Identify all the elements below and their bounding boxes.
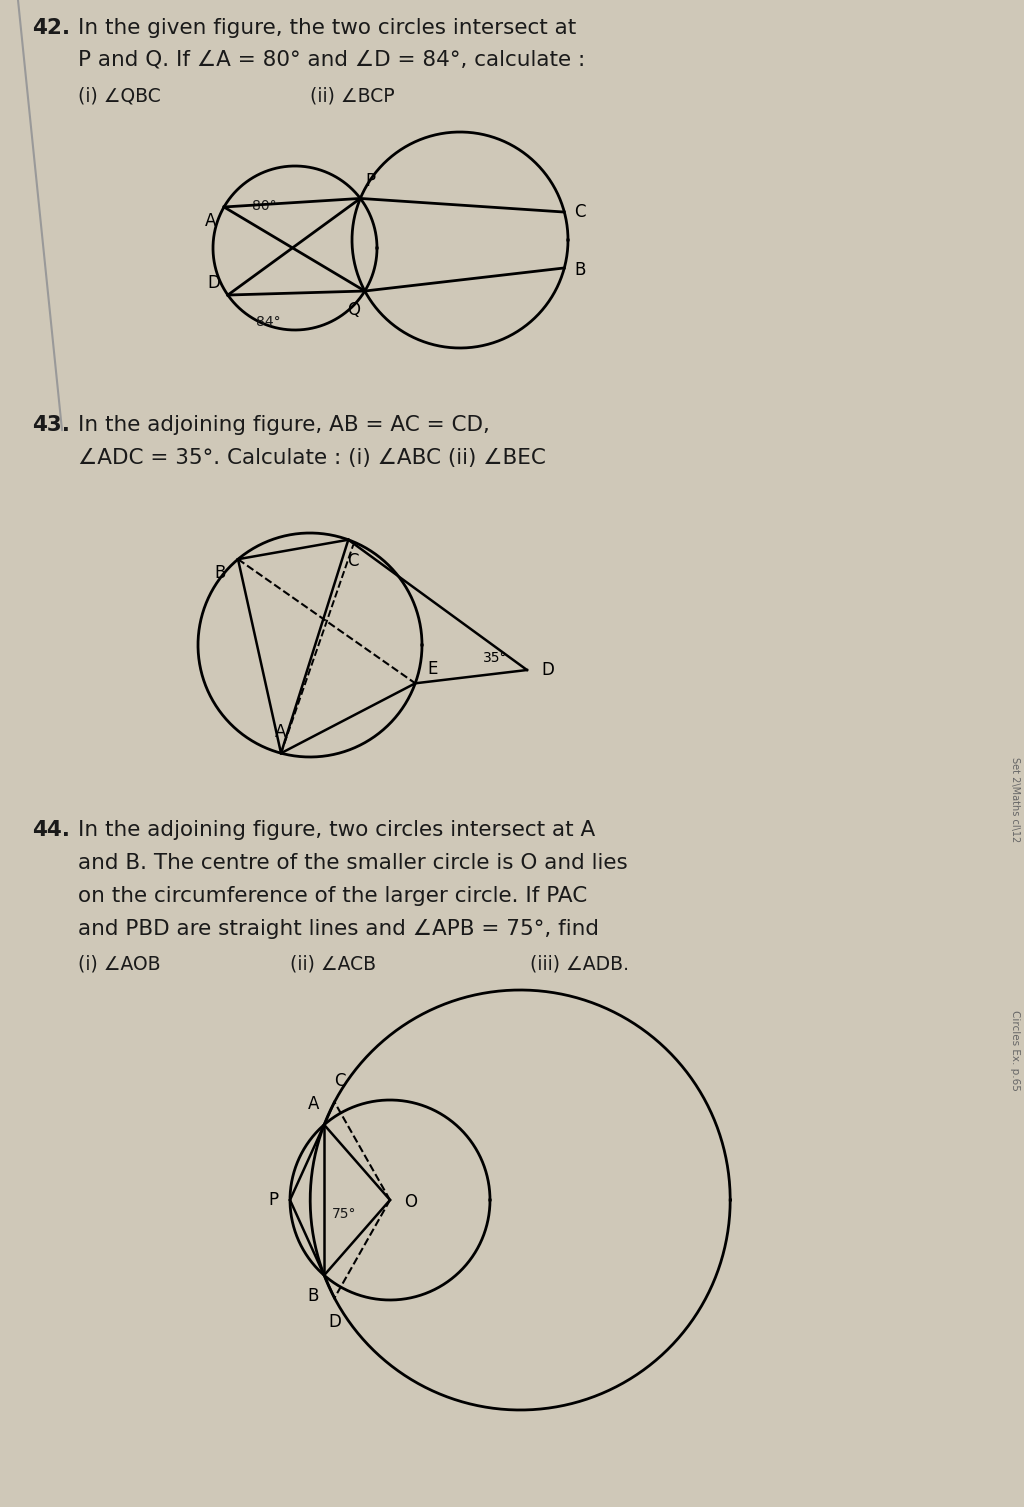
- Text: B: B: [574, 261, 586, 279]
- Text: and B. The centre of the smaller circle is O and lies: and B. The centre of the smaller circle …: [78, 853, 628, 873]
- Text: In the adjoining figure, AB = AC = CD,: In the adjoining figure, AB = AC = CD,: [78, 414, 489, 436]
- Text: P and Q. If ∠A = 80° and ∠D = 84°, calculate :: P and Q. If ∠A = 80° and ∠D = 84°, calcu…: [78, 50, 586, 69]
- Text: A: A: [205, 212, 216, 231]
- Text: 75°: 75°: [332, 1207, 356, 1221]
- Text: 42.: 42.: [32, 18, 70, 38]
- Text: Circles Ex. p.65: Circles Ex. p.65: [1010, 1010, 1020, 1091]
- Text: P: P: [268, 1191, 278, 1209]
- Text: on the circumference of the larger circle. If PAC: on the circumference of the larger circl…: [78, 886, 587, 906]
- Text: (iii) ∠ADB.: (iii) ∠ADB.: [530, 955, 629, 974]
- Text: D: D: [207, 274, 220, 292]
- Text: A: A: [308, 1094, 319, 1112]
- Text: 80°: 80°: [252, 199, 276, 212]
- Text: 84°: 84°: [256, 315, 281, 329]
- Text: D: D: [328, 1313, 341, 1331]
- Text: P: P: [366, 172, 376, 190]
- Text: A: A: [275, 723, 287, 741]
- Text: ∠ADC = 35°. Calculate : (i) ∠ABC (ii) ∠BEC: ∠ADC = 35°. Calculate : (i) ∠ABC (ii) ∠B…: [78, 448, 546, 469]
- Text: (ii) ∠ACB: (ii) ∠ACB: [290, 955, 376, 974]
- Text: E: E: [427, 660, 437, 678]
- Text: 44.: 44.: [32, 820, 70, 839]
- Text: D: D: [541, 662, 554, 680]
- Text: (i) ∠QBC: (i) ∠QBC: [78, 86, 161, 105]
- Text: B: B: [308, 1287, 319, 1305]
- Text: In the adjoining figure, two circles intersect at A: In the adjoining figure, two circles int…: [78, 820, 595, 839]
- Text: Set 2\Maths cl\12: Set 2\Maths cl\12: [1010, 758, 1020, 842]
- Text: O: O: [404, 1194, 417, 1212]
- Text: In the given figure, the two circles intersect at: In the given figure, the two circles int…: [78, 18, 577, 38]
- Text: (i) ∠AOB: (i) ∠AOB: [78, 955, 161, 974]
- Text: (ii) ∠BCP: (ii) ∠BCP: [310, 86, 394, 105]
- Text: 43.: 43.: [32, 414, 70, 436]
- Text: C: C: [574, 203, 586, 222]
- Text: and PBD are straight lines and ∠APB = 75°, find: and PBD are straight lines and ∠APB = 75…: [78, 919, 599, 939]
- Text: B: B: [215, 564, 226, 582]
- Text: Q: Q: [347, 301, 359, 319]
- Text: 35°: 35°: [482, 651, 507, 665]
- Text: C: C: [347, 552, 359, 570]
- Text: C: C: [334, 1071, 345, 1090]
